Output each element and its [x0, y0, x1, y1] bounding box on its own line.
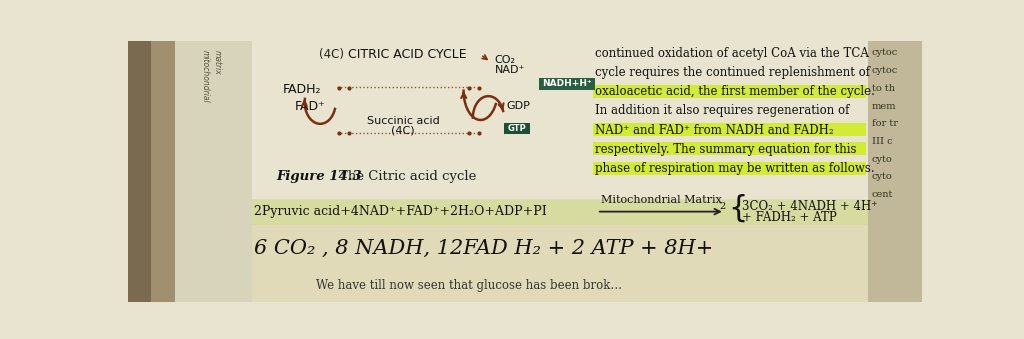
Bar [868, 41, 922, 302]
Text: to th: to th [872, 84, 895, 93]
Text: III c: III c [872, 137, 893, 146]
Text: mitochondrial: mitochondrial [201, 50, 210, 102]
Text: cytoc: cytoc [872, 48, 898, 57]
Text: cyto: cyto [872, 172, 893, 181]
Text: NAD⁺: NAD⁺ [495, 65, 525, 75]
Text: 3CO₂ + 4NADH + 4H⁺: 3CO₂ + 4NADH + 4H⁺ [741, 200, 878, 213]
Text: cycle requires the continued replenishment of: cycle requires the continued replenishme… [595, 66, 870, 79]
Bar [593, 142, 866, 155]
Text: GTP: GTP [508, 124, 526, 133]
Text: 2Pyruvic acid+4NAD⁺+FAD⁺+2H₂O+ADP+PI: 2Pyruvic acid+4NAD⁺+FAD⁺+2H₂O+ADP+PI [254, 205, 546, 218]
Text: FADH₂: FADH₂ [283, 83, 322, 96]
Text: The Citric acid cycle: The Citric acid cycle [339, 170, 476, 183]
Text: NADH+H⁺: NADH+H⁺ [542, 79, 592, 88]
Text: cyto: cyto [872, 155, 893, 164]
Bar [128, 41, 152, 302]
Text: GDP: GDP [506, 101, 530, 111]
Text: (4C): (4C) [391, 125, 415, 135]
Text: respectively. The summary equation for this: respectively. The summary equation for t… [595, 143, 857, 156]
Bar [593, 123, 866, 136]
Text: (4C): (4C) [319, 47, 344, 61]
Text: CITRIC ACID CYCLE: CITRIC ACID CYCLE [348, 47, 466, 61]
Bar [539, 78, 595, 90]
Text: cent: cent [872, 190, 893, 199]
Text: {: { [729, 194, 748, 223]
Bar [152, 41, 174, 302]
Text: 2: 2 [719, 202, 726, 212]
Text: Figure 14.3: Figure 14.3 [276, 170, 362, 183]
Text: In addition it also requires regeneration of: In addition it also requires regeneratio… [595, 104, 850, 117]
Text: oxaloacetic acid, the first member of the cycle.: oxaloacetic acid, the first member of th… [595, 85, 876, 98]
Text: cytoc: cytoc [872, 66, 898, 75]
Text: + FADH₂ + ATP: + FADH₂ + ATP [741, 211, 837, 223]
Text: Mitochondrial Matrix: Mitochondrial Matrix [601, 196, 722, 205]
Text: 6 CO₂ , 8 NADH, 12FAD H₂ + 2 ATP + 8H+: 6 CO₂ , 8 NADH, 12FAD H₂ + 2 ATP + 8H+ [254, 239, 713, 258]
Text: phase of respiration may be written as follows.: phase of respiration may be written as f… [595, 162, 874, 175]
Bar [593, 84, 866, 98]
Text: mem: mem [872, 101, 896, 111]
Bar [252, 41, 868, 302]
Bar [252, 199, 868, 302]
Text: for tr: for tr [872, 119, 898, 128]
Text: NAD⁺ and FAD⁺ from NADH and FADH₂: NAD⁺ and FAD⁺ from NADH and FADH₂ [595, 123, 834, 137]
Text: Succinic acid: Succinic acid [367, 116, 439, 126]
Bar [593, 162, 866, 175]
Text: CO₂: CO₂ [495, 55, 515, 65]
Bar [174, 41, 252, 302]
Text: We have till now seen that glucose has been brok…: We have till now seen that glucose has b… [316, 279, 622, 292]
Bar [504, 123, 530, 134]
Text: FAD⁺: FAD⁺ [295, 100, 326, 113]
Text: continued oxidation of acetyl CoA via the TCA: continued oxidation of acetyl CoA via th… [595, 46, 869, 60]
Text: matrix: matrix [213, 50, 221, 75]
Bar [252, 200, 868, 225]
